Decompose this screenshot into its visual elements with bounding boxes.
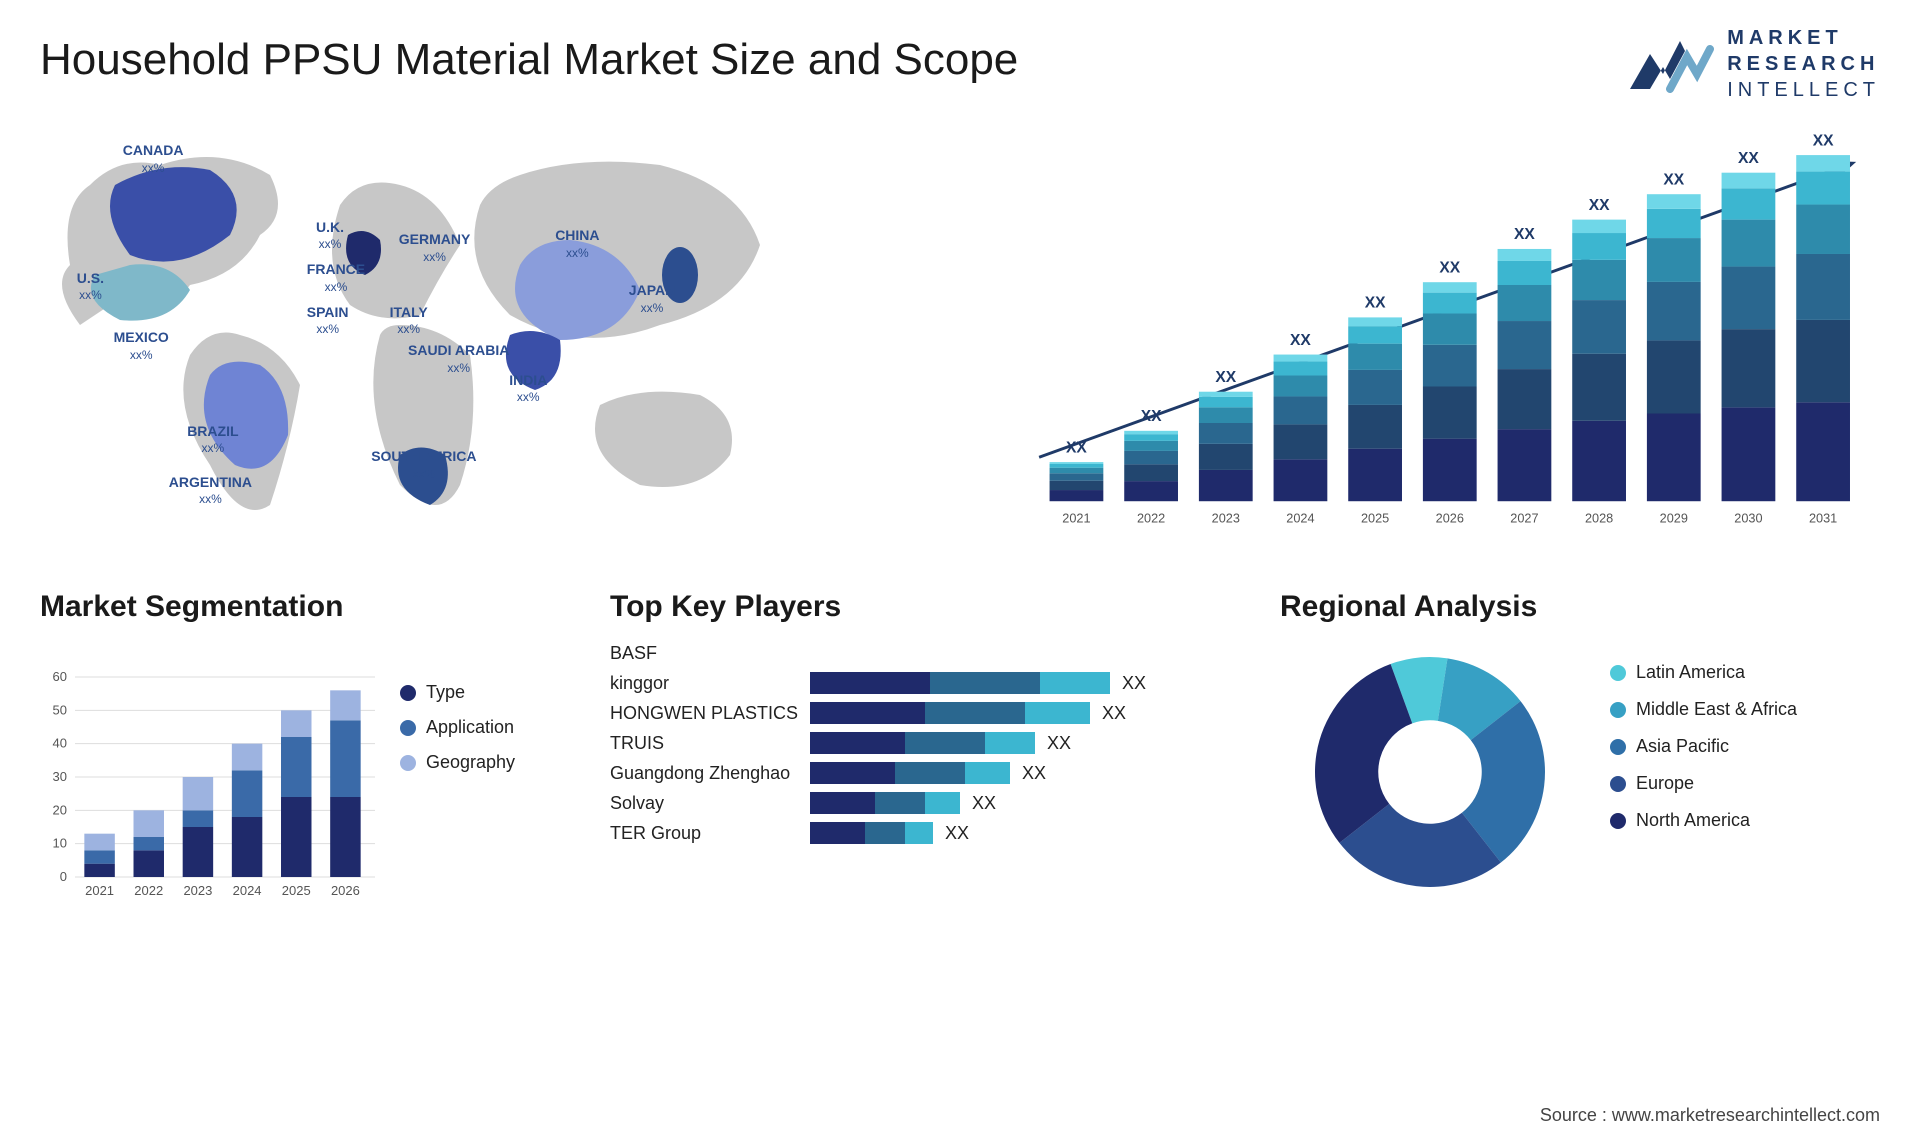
player-row: Guangdong ZhenghaoXX: [610, 762, 1250, 784]
svg-text:XX: XX: [1813, 132, 1834, 149]
svg-text:XX: XX: [1290, 332, 1311, 349]
player-row: SolvayXX: [610, 792, 1250, 814]
region-legend-north-america: North America: [1610, 810, 1797, 831]
svg-text:40: 40: [53, 736, 67, 751]
svg-text:2021: 2021: [85, 883, 114, 898]
svg-text:XX: XX: [1215, 369, 1236, 386]
svg-text:2026: 2026: [1436, 511, 1464, 526]
svg-text:50: 50: [53, 702, 67, 717]
map-label-saudi-arabia: SAUDI ARABIAxx%: [408, 342, 509, 376]
region-legend-asia-pacific: Asia Pacific: [1610, 736, 1797, 757]
svg-text:XX: XX: [1141, 408, 1162, 425]
svg-text:XX: XX: [1663, 171, 1684, 188]
segmentation-title: Market Segmentation: [40, 590, 580, 624]
svg-text:XX: XX: [1738, 150, 1759, 167]
region-legend-latin-america: Latin America: [1610, 662, 1797, 683]
svg-text:XX: XX: [1066, 439, 1087, 456]
player-row: TRUISXX: [610, 732, 1250, 754]
map-label-south-africa: SOUTH AFRICAxx%: [371, 448, 476, 482]
svg-text:2031: 2031: [1809, 511, 1837, 526]
svg-text:2025: 2025: [1361, 511, 1389, 526]
map-label-brazil: BRAZILxx%: [187, 423, 238, 457]
svg-text:2021: 2021: [1062, 511, 1090, 526]
segmentation-panel: Market Segmentation 0 10 20 30 40 50 60 2021 202…: [40, 590, 580, 902]
map-label-india: INDIAxx%: [509, 372, 547, 406]
svg-text:2022: 2022: [134, 883, 163, 898]
key-players-panel: Top Key Players BASF kinggorXX HONGWEN PLA…: [610, 590, 1250, 902]
svg-text:2023: 2023: [183, 883, 212, 898]
map-label-u-k-: U.K.xx%: [316, 219, 344, 253]
svg-text:2029: 2029: [1660, 511, 1688, 526]
svg-text:20: 20: [53, 802, 67, 817]
svg-text:2030: 2030: [1734, 511, 1762, 526]
page-title: Household PPSU Material Market Size and …: [40, 35, 1018, 85]
seg-legend-type: Type: [400, 682, 515, 703]
player-row: kinggorXX: [610, 672, 1250, 694]
source-citation: Source : www.marketresearchintellect.com: [1540, 1105, 1880, 1126]
svg-text:60: 60: [53, 669, 67, 684]
svg-text:2024: 2024: [1286, 511, 1314, 526]
svg-text:2022: 2022: [1137, 511, 1165, 526]
map-label-italy: ITALYxx%: [390, 304, 428, 338]
svg-text:XX: XX: [1439, 259, 1460, 276]
brand-logo: MARKET RESEARCH INTELLECT: [1625, 25, 1880, 103]
player-row: HONGWEN PLASTICSXX: [610, 702, 1250, 724]
player-row: TER GroupXX: [610, 822, 1250, 844]
region-legend-middle-east-africa: Middle East & Africa: [1610, 699, 1797, 720]
svg-text:0: 0: [60, 869, 67, 884]
svg-text:30: 30: [53, 769, 67, 784]
svg-text:2027: 2027: [1510, 511, 1538, 526]
seg-legend-geography: Geography: [400, 752, 515, 773]
key-players-title: Top Key Players: [610, 590, 1250, 624]
market-growth-chart: XX 2021 XX 2022 XX 2023 XX 2024 XX 2025 XX 2026 XX 20…: [1000, 125, 1880, 545]
map-label-china: CHINAxx%: [555, 227, 599, 261]
logo-icon: [1625, 29, 1715, 99]
map-label-u-s-: U.S.xx%: [77, 270, 104, 304]
svg-text:2026: 2026: [331, 883, 360, 898]
map-label-germany: GERMANYxx%: [399, 231, 471, 265]
map-label-france: FRANCExx%: [307, 261, 365, 295]
regional-title: Regional Analysis: [1280, 590, 1880, 624]
world-map-panel: CANADAxx% U.S.xx% MEXICOxx% BRAZILxx% ARGENT…: [40, 125, 960, 550]
svg-text:XX: XX: [1589, 197, 1610, 214]
map-label-spain: SPAINxx%: [307, 304, 349, 338]
seg-legend-application: Application: [400, 717, 515, 738]
logo-line2: RESEARCH: [1727, 51, 1880, 77]
player-row: BASF: [610, 642, 1250, 664]
logo-line3: INTELLECT: [1727, 77, 1880, 103]
logo-line1: MARKET: [1727, 25, 1880, 51]
map-label-canada: CANADAxx%: [123, 142, 184, 176]
regional-panel: Regional Analysis Latin America Middle Ea…: [1280, 590, 1880, 902]
svg-text:XX: XX: [1514, 226, 1535, 243]
svg-text:2023: 2023: [1212, 511, 1240, 526]
map-label-mexico: MEXICOxx%: [114, 329, 169, 363]
svg-text:2028: 2028: [1585, 511, 1613, 526]
region-legend-europe: Europe: [1610, 773, 1797, 794]
map-label-japan: JAPANxx%: [629, 282, 675, 316]
svg-text:2024: 2024: [233, 883, 262, 898]
map-label-argentina: ARGENTINAxx%: [169, 474, 252, 508]
svg-text:2025: 2025: [282, 883, 311, 898]
svg-text:XX: XX: [1365, 295, 1386, 312]
svg-text:10: 10: [53, 836, 67, 851]
